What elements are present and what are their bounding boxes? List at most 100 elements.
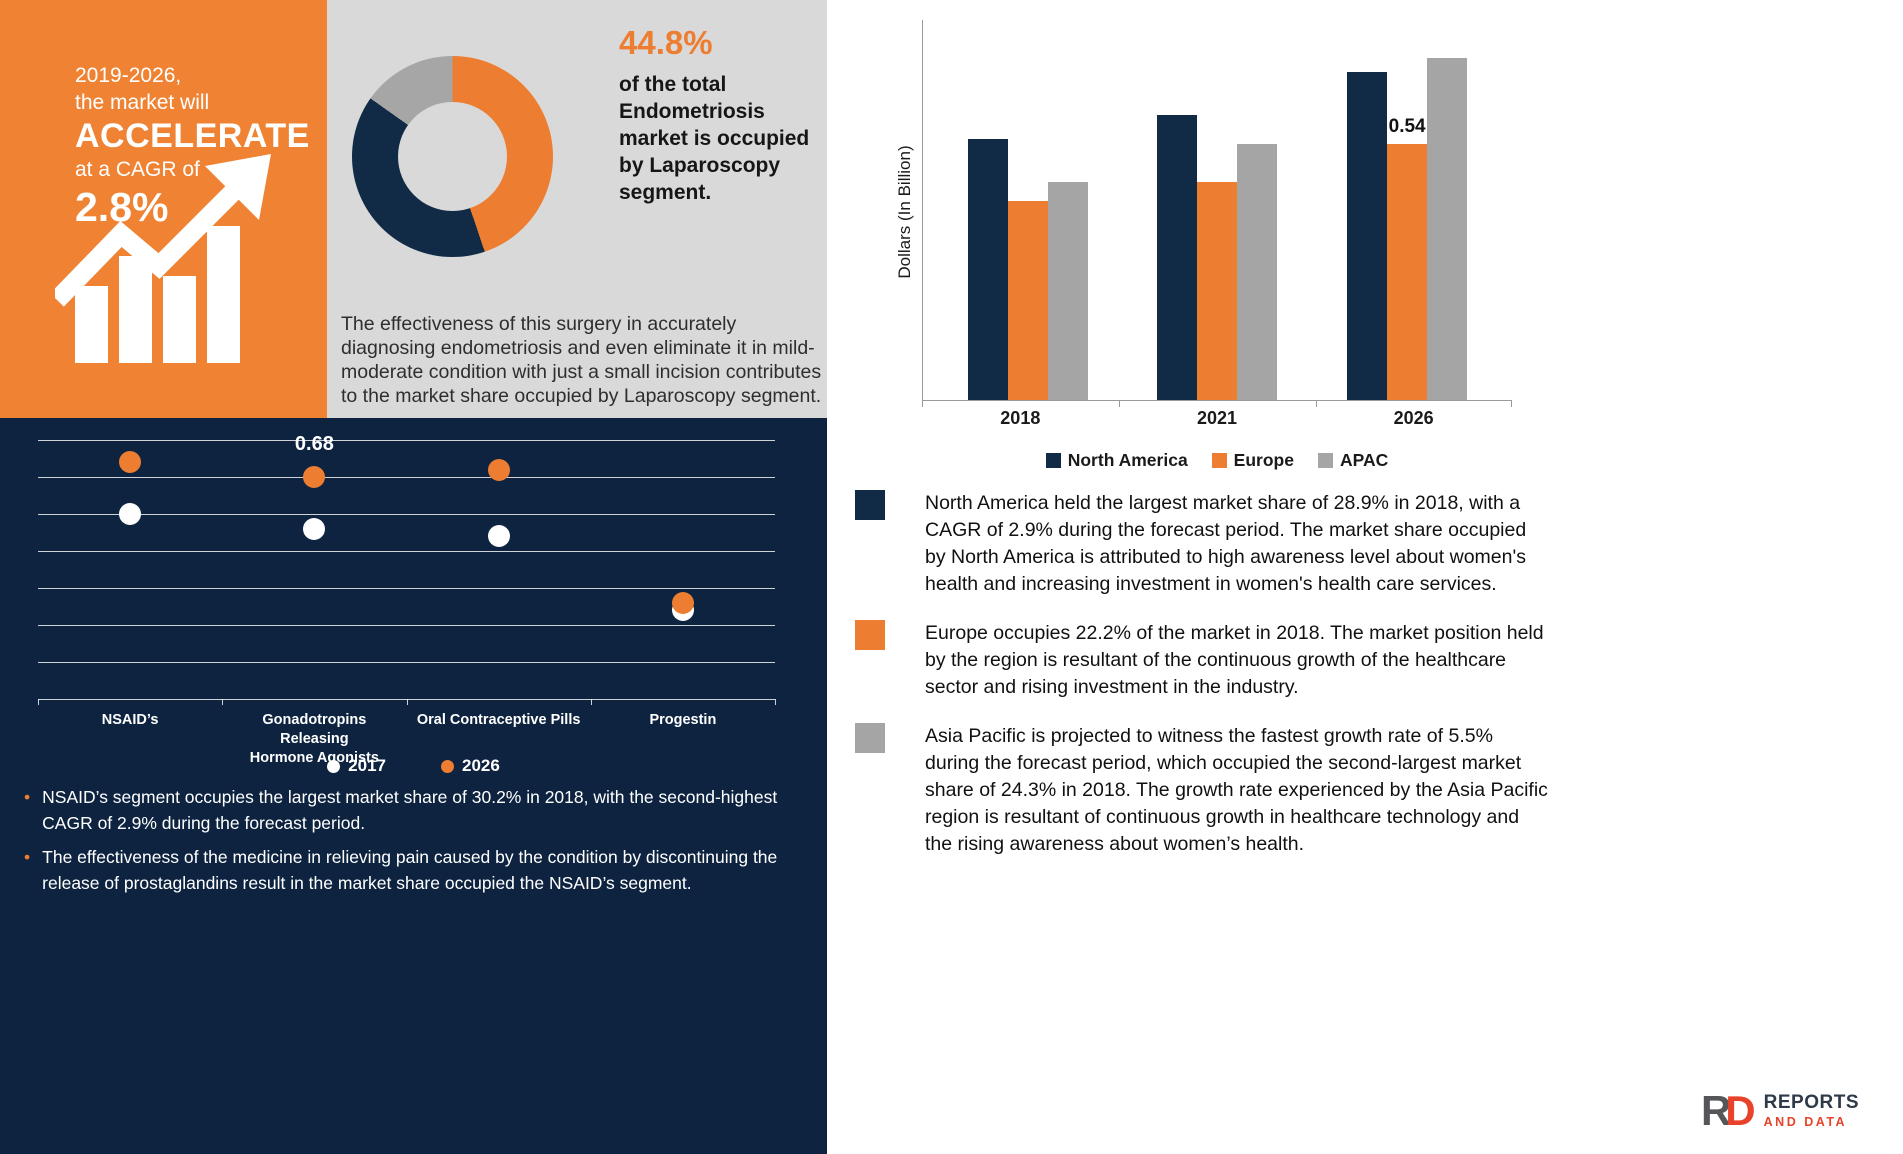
dot-plot-legend: 2017 2026 (0, 756, 827, 776)
legend-swatch (327, 759, 341, 773)
category-label: Progestin (649, 712, 717, 728)
gridline (38, 662, 775, 663)
bar-north-america-2018 (967, 138, 1008, 400)
region-bullet-list: North America held the largest market sh… (855, 490, 1575, 858)
category-label: Gonadotropins Releasing Hormone Agonists (249, 712, 379, 766)
growth-arrow-icon (55, 154, 271, 363)
gridline (38, 514, 775, 515)
legend-item-north-america: North America (1045, 450, 1188, 471)
axis-tick (38, 699, 39, 705)
logo-reports-text: REPORTS (1763, 1092, 1859, 1113)
legend-item-2026: 2026 (441, 756, 500, 776)
x-axis-label: 2026 (1393, 408, 1434, 428)
bar-apac-2021 (1237, 143, 1278, 400)
bar-group-2018 (967, 20, 1088, 400)
treatment-bullet-list: • NSAID’s segment occupies the largest ma… (24, 784, 800, 904)
category-label: NSAID’s (101, 712, 159, 728)
cagr-value: 2.8% (75, 184, 169, 230)
region-bullet-text: Europe occupies 22.2% of the market in 2… (925, 622, 1544, 698)
logo-letter-r: R (1700, 1087, 1732, 1134)
legend-item-2017: 2017 (327, 756, 386, 776)
axis-tick (1511, 401, 1512, 407)
regional-analysis-panel: Dollars (In Billion) 0.54 2018 2021 2026 N… (827, 0, 1903, 1154)
reports-and-data-logo: R D REPORTS AND DATA (1701, 1090, 1859, 1132)
legend-label: APAC (1339, 450, 1389, 470)
legend-swatch (441, 759, 454, 773)
axis-tick (1119, 401, 1121, 407)
treatment-segment-panel: 0.68 NSAID’s Gonadotropins Releasing Horm… (0, 418, 827, 1154)
dot-data-label: 0.68 (294, 433, 334, 455)
axis-tick (222, 699, 224, 705)
laparoscopy-stat-caption: of the total Endometriosis market is occ… (619, 73, 810, 204)
dot-2026-2 (487, 458, 510, 481)
dot-2017-2 (487, 525, 510, 548)
bar-europe-2018 (1007, 200, 1048, 400)
bar-chart-legend: North America Europe APAC (922, 450, 1512, 471)
legend-item-europe: Europe (1211, 450, 1294, 471)
gridline (38, 440, 775, 441)
cagr-sub-line: at a CAGR of (75, 158, 200, 181)
region-bullet-swatch (855, 723, 885, 753)
bullet-text: NSAID’s segment occupies the largest mar… (42, 787, 778, 833)
axis-tick (1315, 401, 1317, 407)
bullet-marker: • (24, 847, 31, 867)
axis-tick (590, 699, 592, 705)
bullet-marker: • (24, 787, 31, 807)
logo-monogram: R D (1701, 1090, 1756, 1132)
region-bullet-text: Asia Pacific is projected to witness the… (925, 725, 1548, 855)
laparoscopy-stat-block: 44.8% of the total Endometriosis market … (619, 24, 817, 206)
bar-north-america-2026 (1347, 72, 1388, 400)
logo-letter-d: D (1725, 1087, 1756, 1134)
bar-apac-2026 (1427, 58, 1468, 400)
region-bullet-swatch (855, 620, 885, 650)
legend-swatch (1211, 453, 1227, 468)
dot-2026-3 (671, 591, 694, 614)
bar-chart-x-axis: 2018 2021 2026 (922, 408, 1512, 429)
region-bullet-text: North America held the largest market sh… (925, 492, 1527, 595)
treatment-bullet: • The effectiveness of the medicine in re… (24, 844, 800, 896)
region-bullet: Europe occupies 22.2% of the market in 2… (855, 620, 1575, 701)
bar-north-america-2021 (1157, 115, 1198, 400)
legend-label: 2017 (348, 756, 386, 775)
cagr-intro-line1: 2019-2026, (75, 64, 182, 87)
legend-label: 2026 (462, 756, 500, 775)
axis-tick (406, 699, 408, 705)
region-bullet: Asia Pacific is projected to witness the… (855, 723, 1575, 858)
logo-anddata-text: AND DATA (1763, 1115, 1848, 1129)
gridline (38, 588, 775, 589)
gridline (38, 477, 775, 478)
bar-group-2026: 0.54 (1347, 20, 1468, 400)
legend-swatch (1317, 453, 1333, 468)
laparoscopy-share-panel: 44.8% of the total Endometriosis market … (327, 0, 827, 418)
region-bullet: North America held the largest market sh… (855, 490, 1575, 598)
laparoscopy-donut-chart (352, 56, 553, 257)
bullet-text: The effectiveness of the medicine in rel… (42, 847, 778, 893)
bar-chart-y-axis-title: Dollars (In Billion) (895, 145, 914, 279)
legend-item-apac: APAC (1317, 450, 1389, 471)
gridline (38, 551, 775, 552)
treatment-bullet: • NSAID’s segment occupies the largest ma… (24, 784, 800, 836)
logo-wordmark: REPORTS AND DATA (1764, 1093, 1859, 1129)
treatment-dot-plot: 0.68 (38, 433, 776, 705)
bar-data-label: 0.54 (1388, 115, 1426, 137)
dot-2017-1 (303, 517, 326, 540)
dot-2026-1 (303, 465, 326, 488)
x-axis-label: 2018 (1000, 408, 1041, 428)
legend-label: North America (1067, 450, 1188, 470)
category-label: Oral Contraceptive Pills (416, 712, 581, 728)
bar-group-2021 (1157, 20, 1278, 400)
region-bullet-swatch (855, 490, 885, 520)
x-axis-label: 2021 (1196, 408, 1237, 428)
bar-europe-2021 (1197, 181, 1238, 400)
axis-tick (775, 699, 776, 705)
laparoscopy-body-text: The effectiveness of this surgery in acc… (341, 312, 822, 407)
gridline (38, 625, 775, 626)
dot-2026-0 (119, 451, 142, 474)
bar-europe-2026: 0.54 (1387, 116, 1428, 400)
axis-tick (922, 401, 923, 407)
legend-label: Europe (1233, 450, 1294, 470)
cagr-text-block: 2019-2026, the market will ACCELERATE at… (75, 62, 310, 229)
legend-swatch (1045, 453, 1061, 468)
laparoscopy-stat-value: 44.8% (619, 24, 713, 61)
